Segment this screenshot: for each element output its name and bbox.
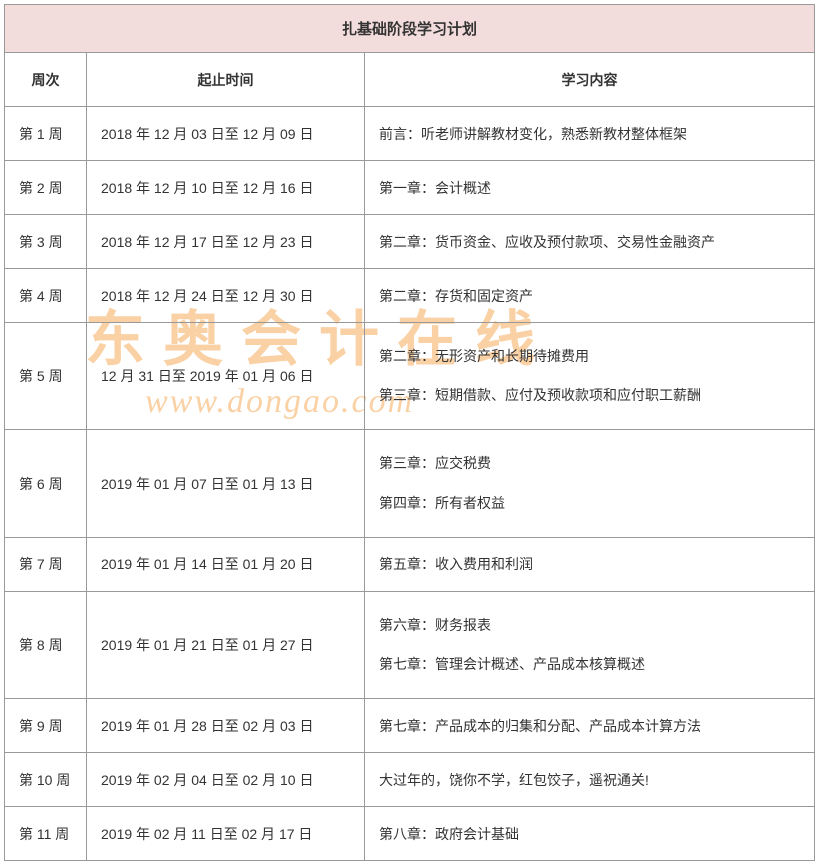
header-time: 起止时间 bbox=[87, 53, 365, 107]
content-cell: 第七章：产品成本的归集和分配、产品成本计算方法 bbox=[365, 699, 815, 753]
week-cell: 第 9 周 bbox=[5, 699, 87, 753]
header-week: 周次 bbox=[5, 53, 87, 107]
time-cell: 2018 年 12 月 10 日至 12 月 16 日 bbox=[87, 161, 365, 215]
table-row: 第 11 周2019 年 02 月 11 日至 02 月 17 日第八章：政府会… bbox=[5, 807, 815, 861]
table-body: 第 1 周2018 年 12 月 03 日至 12 月 09 日前言：听老师讲解… bbox=[5, 107, 815, 861]
content-cell: 第八章：政府会计基础 bbox=[365, 807, 815, 861]
content-cell: 大过年的，饶你不学，红包饺子，遥祝通关! bbox=[365, 753, 815, 807]
table-row: 第 3 周2018 年 12 月 17 日至 12 月 23 日第二章：货币资金… bbox=[5, 215, 815, 269]
week-cell: 第 2 周 bbox=[5, 161, 87, 215]
time-cell: 2019 年 01 月 21 日至 01 月 27 日 bbox=[87, 591, 365, 698]
content-cell: 第二章：货币资金、应收及预付款项、交易性金融资产 bbox=[365, 215, 815, 269]
content-cell: 第六章：财务报表第七章：管理会计概述、产品成本核算概述 bbox=[365, 591, 815, 698]
table-row: 第 8 周2019 年 01 月 21 日至 01 月 27 日第六章：财务报表… bbox=[5, 591, 815, 698]
content-cell: 第一章：会计概述 bbox=[365, 161, 815, 215]
time-cell: 2019 年 02 月 11 日至 02 月 17 日 bbox=[87, 807, 365, 861]
content-line: 第二章：无形资产和长期待摊费用 bbox=[379, 337, 800, 376]
table-row: 第 7 周2019 年 01 月 14 日至 01 月 20 日第五章：收入费用… bbox=[5, 537, 815, 591]
time-cell: 2018 年 12 月 03 日至 12 月 09 日 bbox=[87, 107, 365, 161]
table-title: 扎基础阶段学习计划 bbox=[5, 5, 815, 53]
table-row: 第 10 周2019 年 02 月 04 日至 02 月 10 日大过年的，饶你… bbox=[5, 753, 815, 807]
table-row: 第 6 周2019 年 01 月 07 日至 01 月 13 日第三章：应交税费… bbox=[5, 430, 815, 537]
time-cell: 2019 年 01 月 28 日至 02 月 03 日 bbox=[87, 699, 365, 753]
content-cell: 第二章：无形资产和长期待摊费用第三章：短期借款、应付及预收款项和应付职工薪酬 bbox=[365, 323, 815, 430]
week-cell: 第 4 周 bbox=[5, 269, 87, 323]
table-row: 第 4 周2018 年 12 月 24 日至 12 月 30 日第二章：存货和固… bbox=[5, 269, 815, 323]
time-cell: 12 月 31 日至 2019 年 01 月 06 日 bbox=[87, 323, 365, 430]
time-cell: 2019 年 01 月 14 日至 01 月 20 日 bbox=[87, 537, 365, 591]
study-plan-table-wrapper: 扎基础阶段学习计划 周次 起止时间 学习内容 第 1 周2018 年 12 月 … bbox=[0, 0, 818, 865]
content-line: 第三章：应交税费 bbox=[379, 444, 800, 483]
time-cell: 2019 年 02 月 04 日至 02 月 10 日 bbox=[87, 753, 365, 807]
week-cell: 第 5 周 bbox=[5, 323, 87, 430]
table-header-row: 周次 起止时间 学习内容 bbox=[5, 53, 815, 107]
table-row: 第 2 周2018 年 12 月 10 日至 12 月 16 日第一章：会计概述 bbox=[5, 161, 815, 215]
table-row: 第 9 周2019 年 01 月 28 日至 02 月 03 日第七章：产品成本… bbox=[5, 699, 815, 753]
header-content: 学习内容 bbox=[365, 53, 815, 107]
time-cell: 2019 年 01 月 07 日至 01 月 13 日 bbox=[87, 430, 365, 537]
week-cell: 第 11 周 bbox=[5, 807, 87, 861]
week-cell: 第 8 周 bbox=[5, 591, 87, 698]
week-cell: 第 3 周 bbox=[5, 215, 87, 269]
study-plan-table: 扎基础阶段学习计划 周次 起止时间 学习内容 第 1 周2018 年 12 月 … bbox=[4, 4, 815, 861]
week-cell: 第 6 周 bbox=[5, 430, 87, 537]
table-title-row: 扎基础阶段学习计划 bbox=[5, 5, 815, 53]
week-cell: 第 10 周 bbox=[5, 753, 87, 807]
content-cell: 第二章：存货和固定资产 bbox=[365, 269, 815, 323]
content-cell: 第三章：应交税费第四章：所有者权益 bbox=[365, 430, 815, 537]
week-cell: 第 7 周 bbox=[5, 537, 87, 591]
table-row: 第 1 周2018 年 12 月 03 日至 12 月 09 日前言：听老师讲解… bbox=[5, 107, 815, 161]
time-cell: 2018 年 12 月 24 日至 12 月 30 日 bbox=[87, 269, 365, 323]
time-cell: 2018 年 12 月 17 日至 12 月 23 日 bbox=[87, 215, 365, 269]
content-line: 第七章：管理会计概述、产品成本核算概述 bbox=[379, 645, 800, 684]
content-cell: 前言：听老师讲解教材变化，熟悉新教材整体框架 bbox=[365, 107, 815, 161]
content-cell: 第五章：收入费用和利润 bbox=[365, 537, 815, 591]
table-row: 第 5 周12 月 31 日至 2019 年 01 月 06 日第二章：无形资产… bbox=[5, 323, 815, 430]
content-line: 第四章：所有者权益 bbox=[379, 484, 800, 523]
content-line: 第三章：短期借款、应付及预收款项和应付职工薪酬 bbox=[379, 376, 800, 415]
content-line: 第六章：财务报表 bbox=[379, 606, 800, 645]
week-cell: 第 1 周 bbox=[5, 107, 87, 161]
